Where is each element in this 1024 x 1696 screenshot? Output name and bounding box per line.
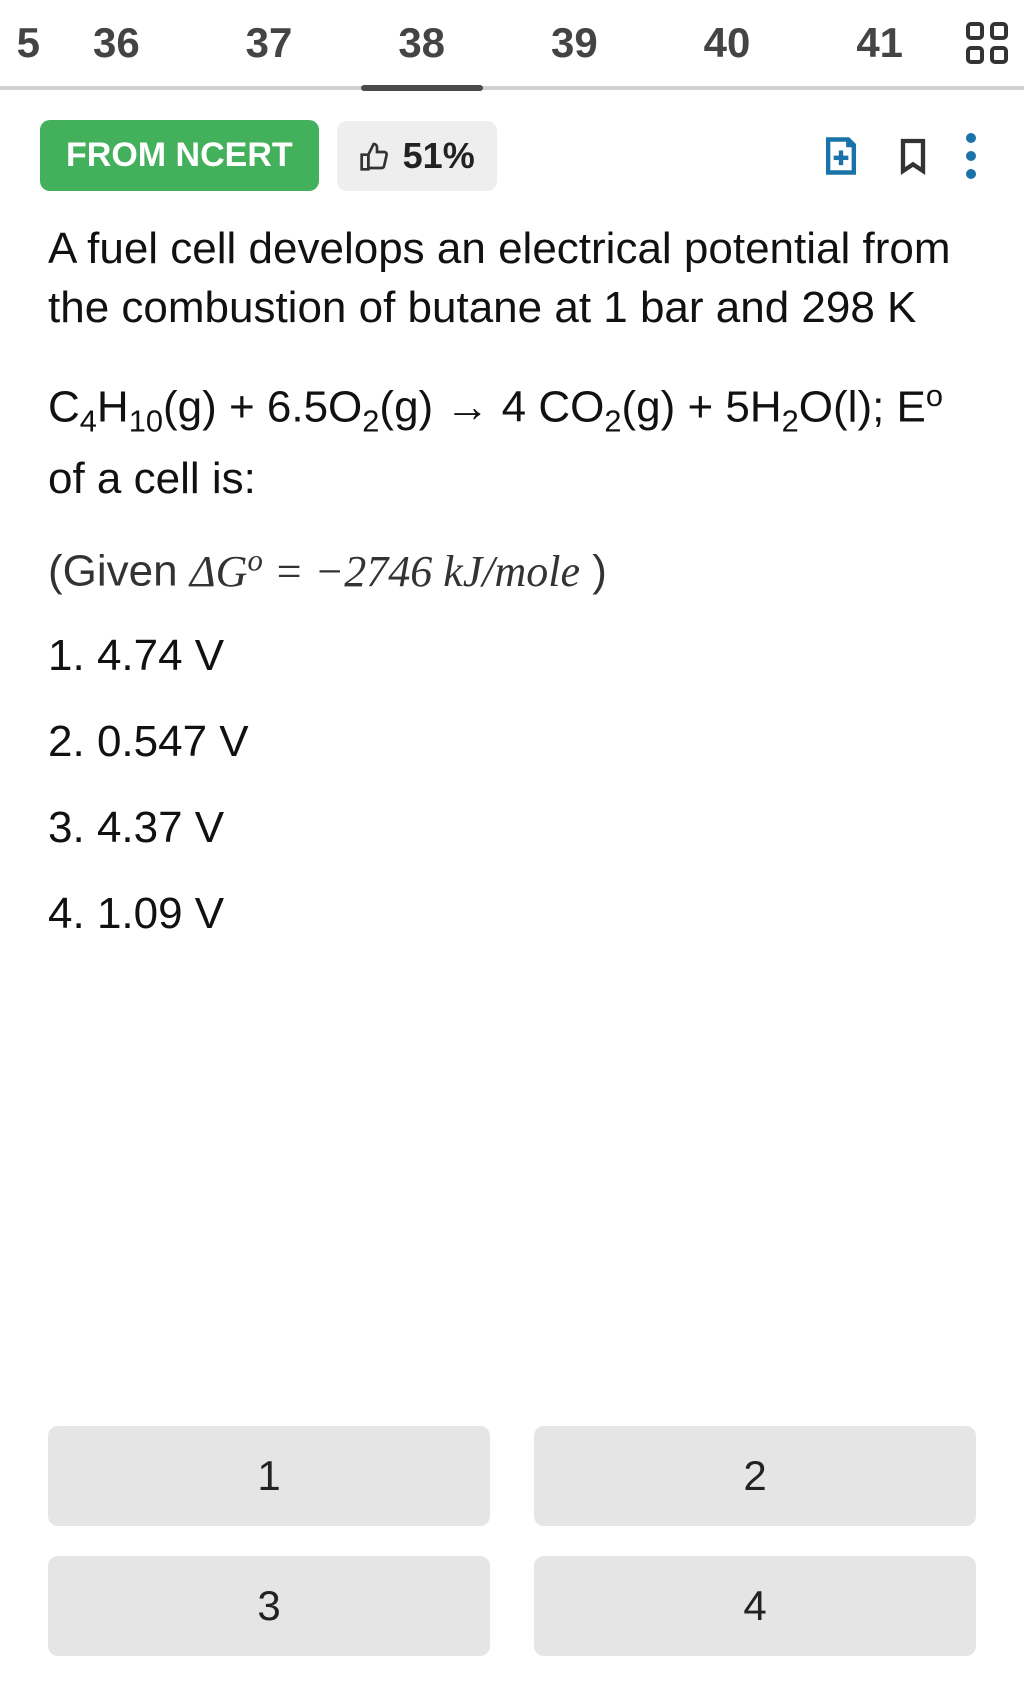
add-note-icon[interactable] bbox=[814, 129, 868, 183]
question-given: (Given ΔGo = −2746 kJ/mole ) bbox=[48, 543, 976, 597]
option-1: 1. 4.74 V bbox=[48, 631, 976, 681]
option-3: 3. 4.37 V bbox=[48, 803, 976, 853]
question-text: A fuel cell develops an electrical poten… bbox=[48, 219, 976, 338]
tab-41[interactable]: 41 bbox=[803, 0, 956, 87]
tab-prev-partial[interactable]: 5 bbox=[0, 0, 40, 87]
bookmark-icon[interactable] bbox=[886, 129, 940, 183]
tab-36[interactable]: 36 bbox=[40, 0, 193, 87]
tab-38[interactable]: 38 bbox=[345, 0, 498, 87]
question-meta-row: FROM NCERT 51% bbox=[0, 90, 1024, 209]
like-percent-text: 51% bbox=[403, 135, 475, 177]
tab-40[interactable]: 40 bbox=[651, 0, 804, 87]
option-4: 4. 1.09 V bbox=[48, 889, 976, 939]
grid-view-icon[interactable] bbox=[962, 18, 1012, 68]
answer-button-1[interactable]: 1 bbox=[48, 1426, 490, 1526]
tab-37[interactable]: 37 bbox=[193, 0, 346, 87]
question-equation: C4H10(g) + 6.5O2(g) → 4 CO2(g) + 5H2O(l)… bbox=[48, 372, 976, 513]
source-badge: FROM NCERT bbox=[40, 120, 319, 191]
question-content: A fuel cell develops an electrical poten… bbox=[0, 209, 1024, 939]
question-tab-bar: 5 36 37 38 39 40 41 bbox=[0, 0, 1024, 90]
answer-buttons: 1 2 3 4 bbox=[0, 1396, 1024, 1696]
tab-39[interactable]: 39 bbox=[498, 0, 651, 87]
answer-button-2[interactable]: 2 bbox=[534, 1426, 976, 1526]
answer-button-4[interactable]: 4 bbox=[534, 1556, 976, 1656]
answer-button-3[interactable]: 3 bbox=[48, 1556, 490, 1656]
more-options-icon[interactable] bbox=[958, 133, 984, 179]
like-percentage[interactable]: 51% bbox=[337, 121, 497, 191]
option-2: 2. 0.547 V bbox=[48, 717, 976, 767]
options-list: 1. 4.74 V 2. 0.547 V 3. 4.37 V 4. 1.09 V bbox=[48, 631, 976, 939]
thumbs-up-icon bbox=[359, 140, 391, 172]
